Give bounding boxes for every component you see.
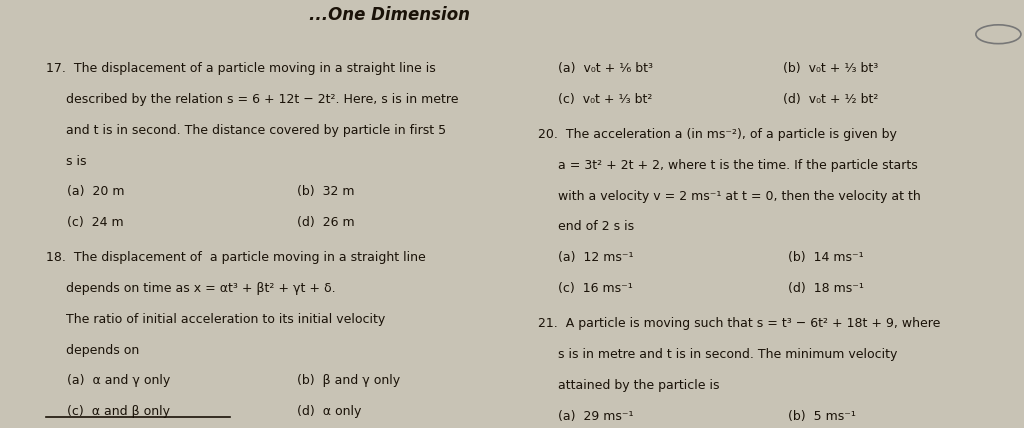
Text: 17.  The displacement of a particle moving in a straight line is: 17. The displacement of a particle movin… xyxy=(46,62,436,75)
Text: (d)  v₀t + ¹⁄₂ bt²: (d) v₀t + ¹⁄₂ bt² xyxy=(783,93,879,106)
Text: (c)  α and β only: (c) α and β only xyxy=(67,405,170,418)
Text: depends on time as x = αt³ + βt² + γt + δ.: depends on time as x = αt³ + βt² + γt + … xyxy=(46,282,336,295)
Text: attained by the particle is: attained by the particle is xyxy=(538,379,719,392)
Text: described by the relation s = 6 + 12t − 2t². Here, s is in metre: described by the relation s = 6 + 12t − … xyxy=(46,93,459,106)
Text: (c)  v₀t + ¹⁄₃ bt²: (c) v₀t + ¹⁄₃ bt² xyxy=(558,93,652,106)
Text: 18.  The displacement of  a particle moving in a straight line: 18. The displacement of a particle movin… xyxy=(46,251,426,264)
Text: (b)  5 ms⁻¹: (b) 5 ms⁻¹ xyxy=(788,410,856,422)
Text: 21.  A particle is moving such that s = t³ − 6t² + 18t + 9, where: 21. A particle is moving such that s = t… xyxy=(538,317,940,330)
Text: (b)  β and γ only: (b) β and γ only xyxy=(297,374,400,387)
Text: (d)  26 m: (d) 26 m xyxy=(297,216,354,229)
Text: 20.  The acceleration a (in ms⁻²), of a particle is given by: 20. The acceleration a (in ms⁻²), of a p… xyxy=(538,128,896,141)
Text: and t is in second. The distance covered by particle in first 5: and t is in second. The distance covered… xyxy=(46,124,446,137)
Text: depends on: depends on xyxy=(46,344,139,357)
Text: (a)  12 ms⁻¹: (a) 12 ms⁻¹ xyxy=(558,251,634,264)
Text: (a)  v₀t + ¹⁄₆ bt³: (a) v₀t + ¹⁄₆ bt³ xyxy=(558,62,653,75)
Text: (b)  32 m: (b) 32 m xyxy=(297,185,354,198)
Text: a = 3t² + 2t + 2, where t is the time. If the particle starts: a = 3t² + 2t + 2, where t is the time. I… xyxy=(538,159,918,172)
Text: end of 2 s is: end of 2 s is xyxy=(538,220,634,233)
Text: (b)  v₀t + ¹⁄₃ bt³: (b) v₀t + ¹⁄₃ bt³ xyxy=(783,62,879,75)
Text: (c)  24 m: (c) 24 m xyxy=(67,216,123,229)
Text: The ratio of initial acceleration to its initial velocity: The ratio of initial acceleration to its… xyxy=(46,313,385,326)
Text: (a)  20 m: (a) 20 m xyxy=(67,185,124,198)
Text: with a velocity v = 2 ms⁻¹ at t = 0, then the velocity at th: with a velocity v = 2 ms⁻¹ at t = 0, the… xyxy=(538,190,921,202)
Text: (d)  α only: (d) α only xyxy=(297,405,361,418)
Text: ...One Dimension: ...One Dimension xyxy=(308,6,470,24)
Text: s is in metre and t is in second. The minimum velocity: s is in metre and t is in second. The mi… xyxy=(538,348,897,361)
Text: s is: s is xyxy=(46,155,87,167)
Text: (a)  29 ms⁻¹: (a) 29 ms⁻¹ xyxy=(558,410,634,422)
Text: (a)  α and γ only: (a) α and γ only xyxy=(67,374,170,387)
Text: (c)  16 ms⁻¹: (c) 16 ms⁻¹ xyxy=(558,282,633,295)
Text: (b)  14 ms⁻¹: (b) 14 ms⁻¹ xyxy=(788,251,864,264)
Text: (d)  18 ms⁻¹: (d) 18 ms⁻¹ xyxy=(788,282,864,295)
